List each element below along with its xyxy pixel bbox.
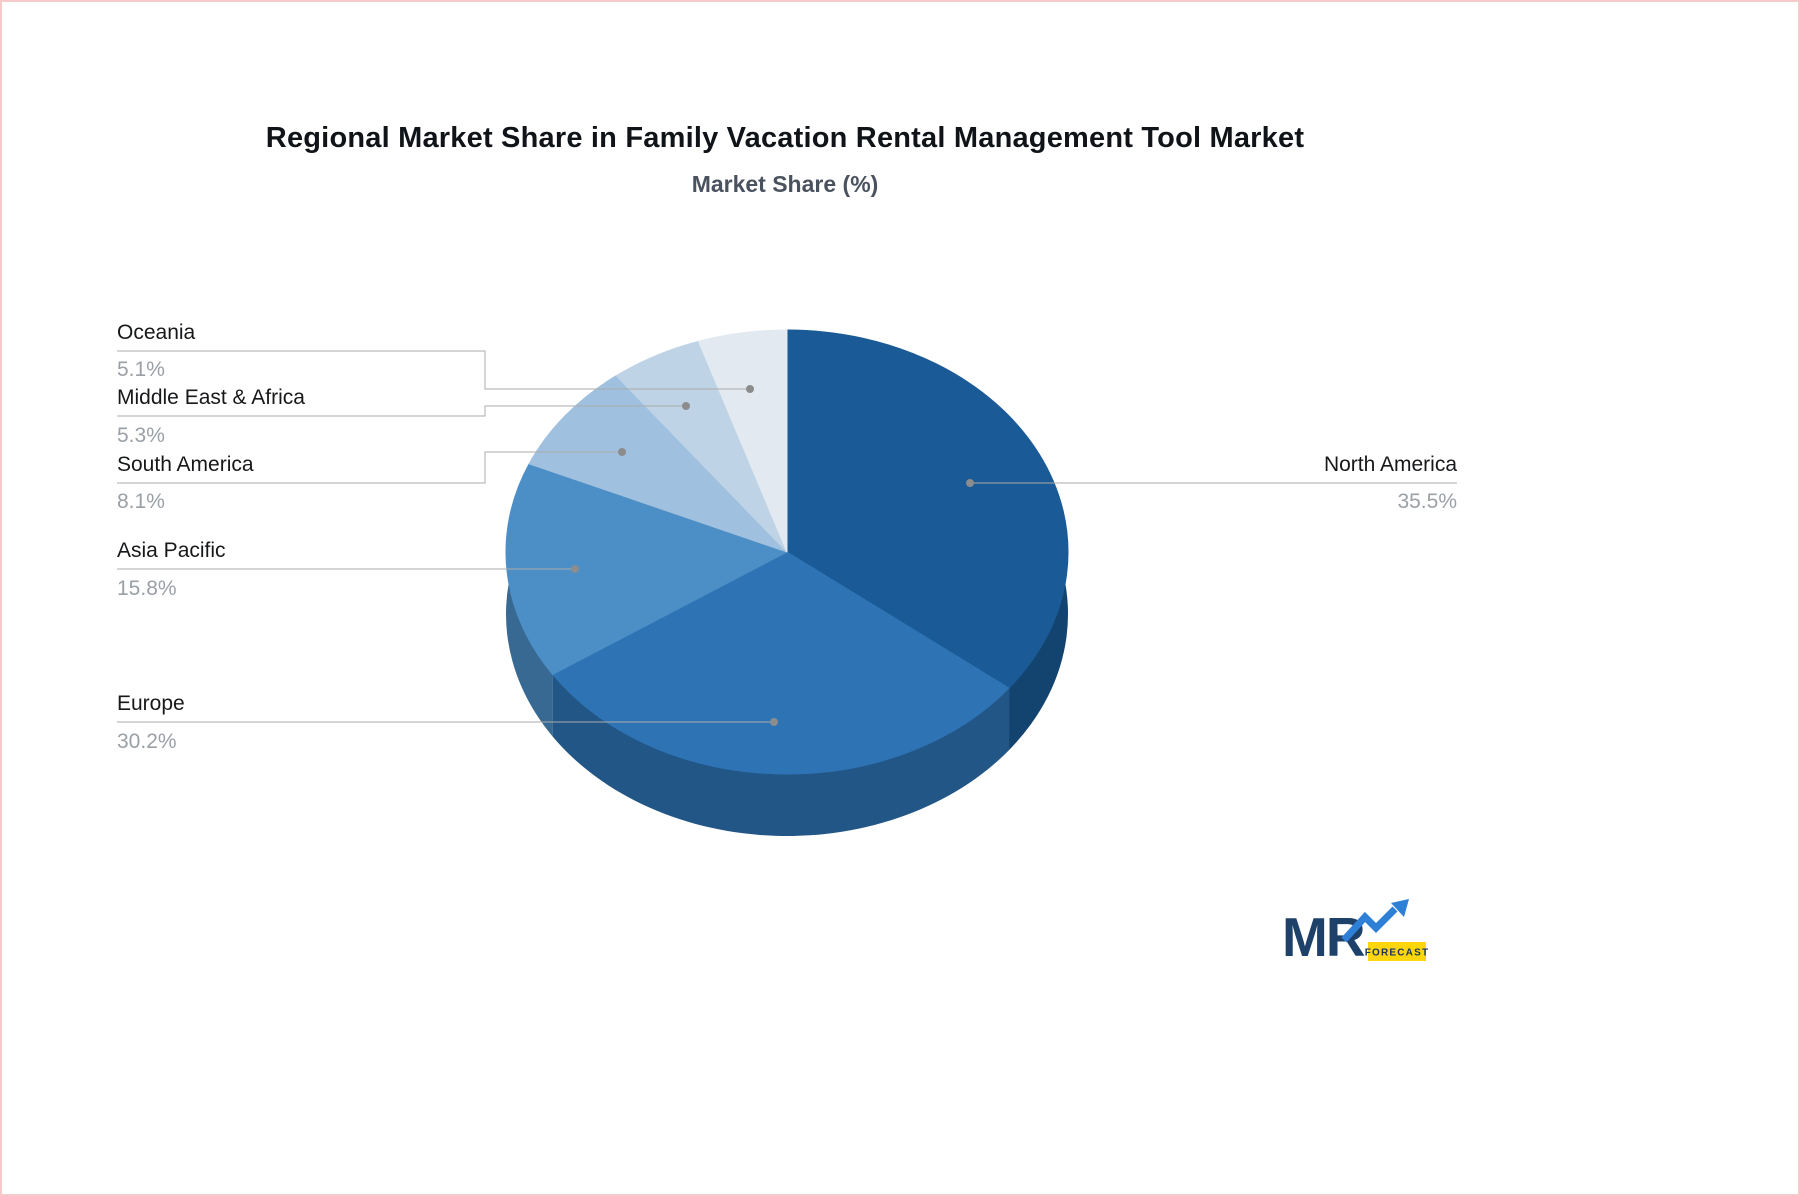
label-middle-east-africa: Middle East & Africa <box>117 386 305 409</box>
chart-labels: North America 35.5% Europe 30.2% Asia Pa… <box>117 321 1457 753</box>
mr-logo-text: MR <box>1282 906 1365 968</box>
leader-line-south-america <box>117 451 622 484</box>
chart-subtitle: Market Share (%) <box>691 171 879 197</box>
pie-slice-north-america[interactable] <box>786 329 1069 689</box>
label-north-america: North America <box>1324 453 1457 476</box>
mr-forecast-logo: MR FORECAST <box>1282 899 1430 968</box>
pie-slice-asia-pacific[interactable] <box>505 463 789 676</box>
value-middle-east-africa: 5.3% <box>117 424 165 447</box>
forecast-badge <box>1368 942 1426 961</box>
pie-slice-side-europe <box>552 674 1010 836</box>
forecast-label: FORECAST <box>1365 948 1430 959</box>
value-europe: 30.2% <box>117 730 177 753</box>
leader-dot-europe <box>770 718 778 726</box>
label-europe: Europe <box>117 692 185 715</box>
value-asia-pacific: 15.8% <box>117 577 177 600</box>
leader-dot-asia-pacific <box>571 565 579 573</box>
leader-dot-middle-east-africa <box>682 402 690 410</box>
leader-dot-oceania <box>746 385 754 393</box>
trend-arrowhead-icon <box>1391 899 1409 917</box>
pie-slice-oceania[interactable] <box>697 329 788 553</box>
leader-dot-south-america <box>618 448 626 456</box>
value-south-america: 8.1% <box>117 490 165 513</box>
pie-slice-europe[interactable] <box>551 551 1010 775</box>
pie-slice-south-america[interactable] <box>528 375 788 553</box>
trend-arrow-icon <box>1341 906 1398 943</box>
leader-line-oceania <box>117 350 750 390</box>
pie-slices <box>505 329 1069 775</box>
leader-line-middle-east-africa <box>117 405 686 417</box>
label-asia-pacific: Asia Pacific <box>117 539 226 562</box>
leader-dot-north-america <box>966 479 974 487</box>
label-oceania: Oceania <box>117 321 196 344</box>
value-oceania: 5.1% <box>117 358 165 381</box>
label-south-america: South America <box>117 453 254 476</box>
value-north-america: 35.5% <box>1397 490 1457 513</box>
leader-lines <box>117 350 1457 726</box>
chart-title: Regional Market Share in Family Vacation… <box>265 122 1305 154</box>
